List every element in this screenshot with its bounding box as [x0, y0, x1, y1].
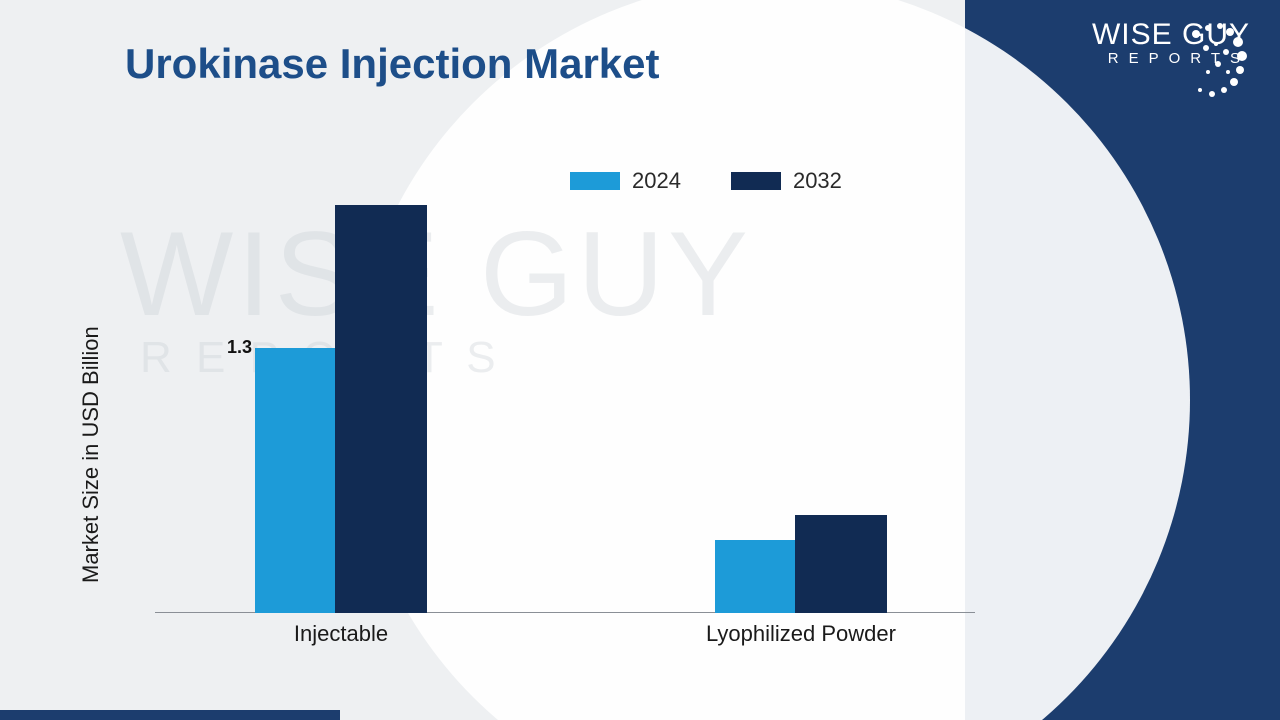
legend-label-2024: 2024: [632, 168, 681, 194]
legend-item-2024: 2024: [570, 168, 681, 194]
legend-item-2032: 2032: [731, 168, 842, 194]
bar-group: 1.3: [255, 205, 427, 613]
logo-head-icon: [996, 14, 1256, 104]
legend-label-2032: 2032: [793, 168, 842, 194]
bottom-strip: [0, 710, 340, 720]
legend-swatch-2032: [731, 172, 781, 190]
bar-2032: [795, 515, 887, 613]
bar-group: [715, 205, 887, 613]
x-axis-label: Lyophilized Powder: [671, 621, 931, 647]
bar-2024: [255, 348, 347, 613]
legend: 2024 2032: [570, 168, 842, 194]
brand-logo: WISE GUY REPORTS: [1092, 18, 1250, 67]
legend-swatch-2024: [570, 172, 620, 190]
bar-2024: [715, 540, 807, 613]
page-title: Urokinase Injection Market: [125, 40, 660, 88]
x-axis-label: Injectable: [211, 621, 471, 647]
bar-value-label: 1.3: [227, 337, 252, 358]
y-axis-label: Market Size in USD Billion: [78, 326, 104, 583]
plot-area: 1.3InjectableLyophilized Powder: [155, 205, 975, 613]
bar-2032: [335, 205, 427, 613]
chart-canvas: WISE GUY R E P O R T S WISE GUY REPORTS …: [0, 0, 1280, 720]
